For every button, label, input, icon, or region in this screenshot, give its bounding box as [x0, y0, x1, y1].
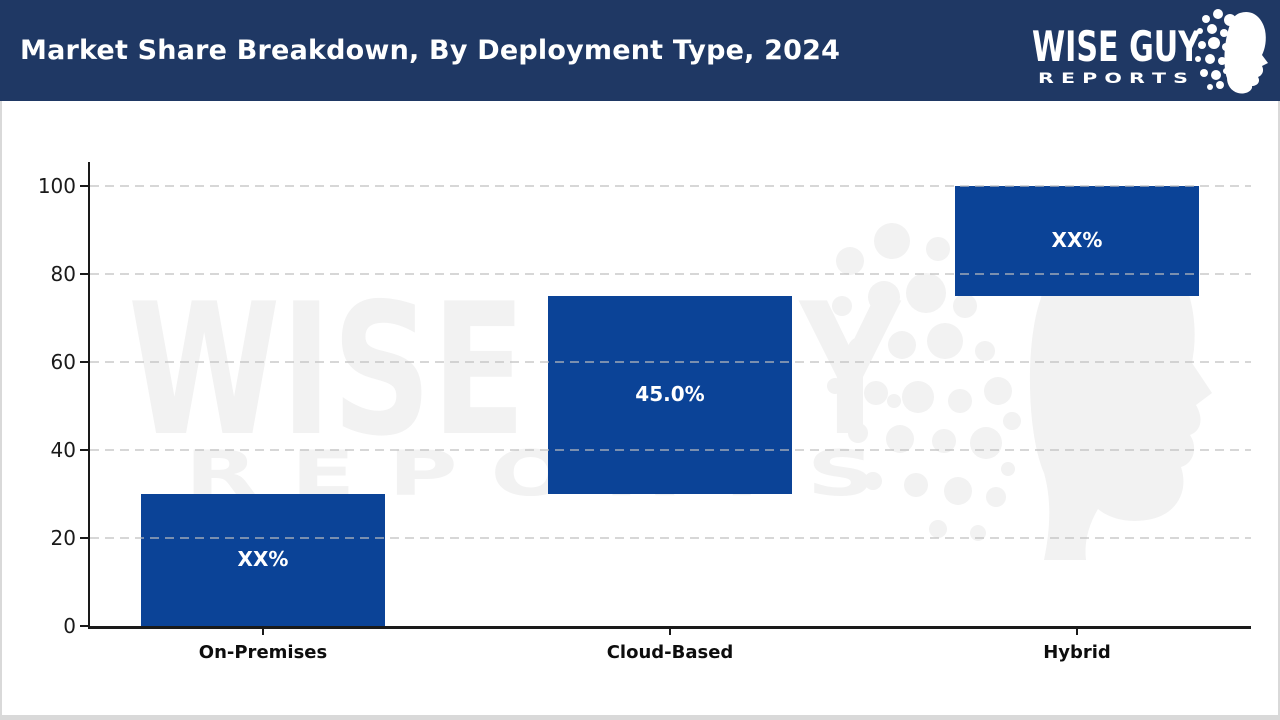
bar-cloud-based [548, 296, 792, 494]
x-axis-category-label: Cloud-Based [606, 642, 734, 663]
header-bar: Market Share Breakdown, By Deployment Ty… [0, 0, 1280, 101]
gridline [90, 537, 1251, 539]
y-axis-tick-label: 40 [50, 438, 76, 462]
y-axis-tick [80, 625, 88, 627]
chart-canvas: WISE GUY R E P O R T S 0 20 40 60 8 [0, 101, 1280, 720]
x-axis-category-label: Hybrid [1043, 642, 1111, 663]
gridline [90, 185, 1251, 187]
y-axis-tick [80, 273, 88, 275]
bar-value-label: XX% [1051, 228, 1103, 252]
y-axis-tick [80, 361, 88, 363]
logo-subtext: R E P O R T S [1038, 71, 1188, 87]
bar-value-label: 45.0% [635, 382, 705, 406]
x-axis-tick [669, 628, 671, 635]
x-axis-category-label: On-Premises [198, 642, 328, 663]
y-axis-tick-label: 100 [37, 174, 76, 198]
gridline [90, 449, 1251, 451]
x-axis-tick [1076, 628, 1078, 635]
x-axis-tick [262, 628, 264, 635]
wise-guy-reports-logo: WISE GUY R E P O R T S [1032, 9, 1268, 94]
y-axis-tick [80, 449, 88, 451]
gridline [90, 361, 1251, 363]
y-axis-tick [80, 537, 88, 539]
y-axis-tick [80, 185, 88, 187]
bar-value-label: XX% [237, 547, 289, 571]
chart-title: Market Share Breakdown, By Deployment Ty… [20, 35, 841, 66]
logo-dotted-face-icon [1195, 9, 1268, 94]
y-axis-tick-label: 60 [50, 350, 76, 374]
logo-wordmark: WISE GUY [1032, 22, 1200, 71]
y-axis-tick-label: 20 [50, 526, 76, 550]
y-axis-tick-label: 0 [63, 614, 76, 638]
y-axis-spine [88, 162, 90, 629]
bar-on-premises [141, 494, 385, 626]
gridline [90, 273, 1251, 275]
y-axis-tick-label: 80 [50, 262, 76, 286]
x-axis-spine [88, 626, 1251, 629]
